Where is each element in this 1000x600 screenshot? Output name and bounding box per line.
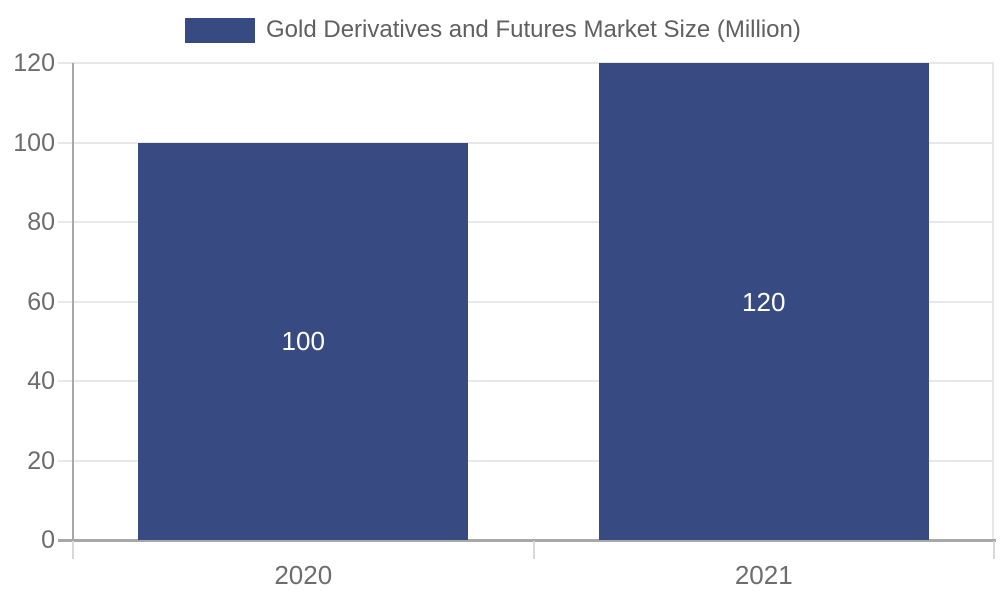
legend-swatch xyxy=(185,17,255,43)
x-axis-tick xyxy=(993,541,995,559)
y-axis-line xyxy=(72,63,74,540)
x-axis-tick xyxy=(72,541,74,559)
legend-label: Gold Derivatives and Futures Market Size… xyxy=(266,16,801,43)
y-axis-tick-label: 0 xyxy=(41,526,55,554)
y-axis-tick-label: 100 xyxy=(13,128,55,157)
chart-legend: Gold Derivatives and Futures Market Size… xyxy=(185,16,801,44)
plot-right-border xyxy=(992,63,994,540)
gridline xyxy=(58,380,994,382)
gridline xyxy=(58,221,994,223)
bar-value-label: 120 xyxy=(742,286,786,317)
x-axis-tick-label: 2020 xyxy=(274,560,333,590)
y-axis-tick-label: 60 xyxy=(27,287,55,316)
gridline xyxy=(58,300,994,303)
y-axis-tick-label: 120 xyxy=(13,49,55,77)
y-axis-tick-label: 20 xyxy=(27,446,55,475)
y-axis-tick-label: 80 xyxy=(27,208,55,236)
bar-2021 xyxy=(598,63,929,540)
x-axis-line xyxy=(58,539,996,542)
bar-2020 xyxy=(138,142,469,540)
gridline xyxy=(58,62,994,64)
y-axis-tick-label: 40 xyxy=(27,367,55,395)
gridline xyxy=(58,141,994,144)
x-axis-tick-label: 2021 xyxy=(734,560,793,590)
x-axis-tick xyxy=(532,541,535,559)
bar-value-label: 100 xyxy=(281,326,325,357)
gridline xyxy=(58,459,994,462)
